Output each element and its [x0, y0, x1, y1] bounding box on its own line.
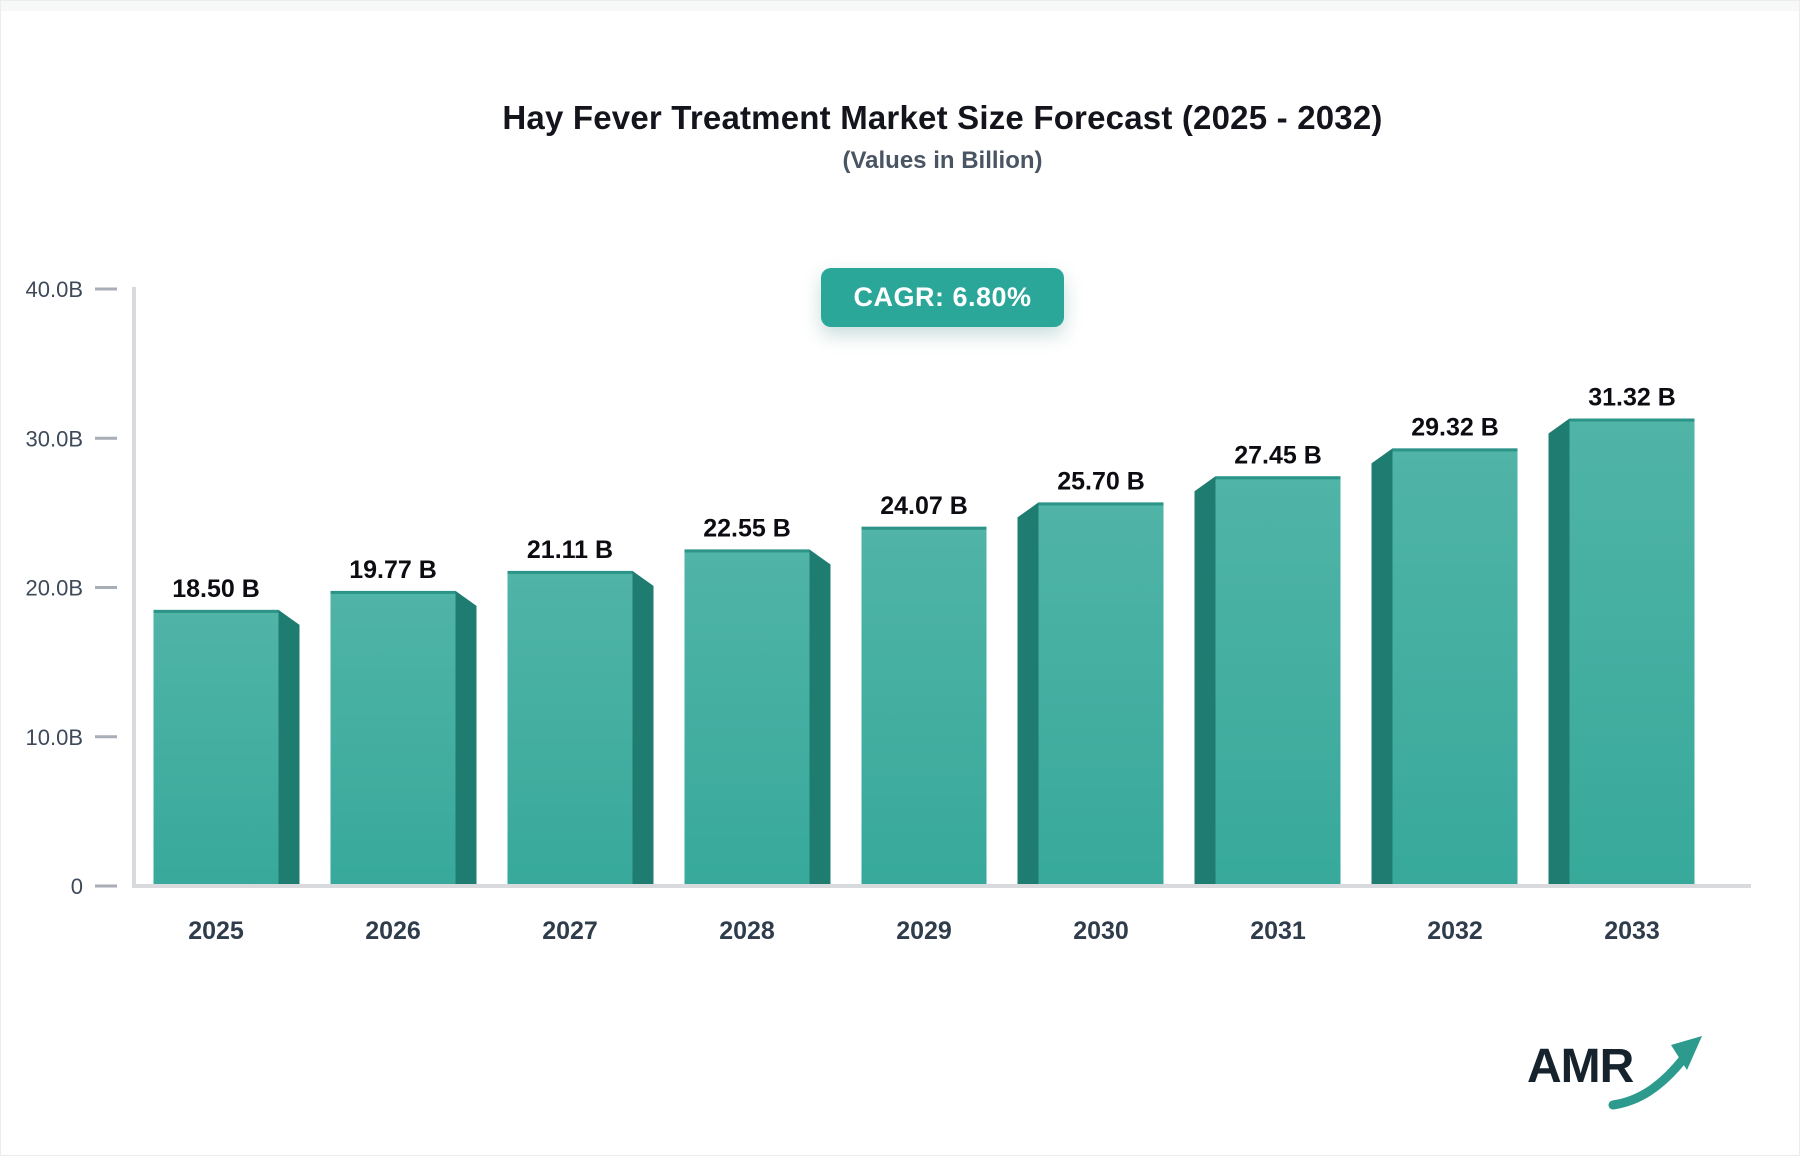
chart-header: Hay Fever Treatment Market Size Forecast…	[134, 1, 1751, 327]
y-tick-label-30: 30.0B	[26, 426, 84, 451]
x-tick-label-2033: 2033	[1604, 917, 1660, 945]
bar-2033-side	[1548, 418, 1570, 886]
x-tick-label-2032: 2032	[1427, 917, 1483, 945]
x-tick-label-2030: 2030	[1073, 917, 1129, 945]
bar-2029-top-edge	[861, 526, 987, 530]
cagr-badge: CAGR: 6.80%	[821, 268, 1064, 327]
bar-2030-top-edge	[1038, 502, 1164, 506]
x-tick-label-2031: 2031	[1250, 917, 1306, 945]
bar-2028-face	[684, 549, 810, 886]
y-tick-label-0: 0	[71, 874, 83, 899]
amr-logo: AMR	[1521, 1031, 1721, 1121]
bar-2028-side	[809, 549, 831, 886]
bar-2032-side	[1371, 448, 1393, 886]
y-tick-label-10: 10.0B	[26, 725, 84, 750]
x-tick-label-2026: 2026	[365, 917, 421, 945]
bar-2026-side	[455, 590, 477, 886]
bar-2032-face	[1392, 448, 1518, 886]
x-tick-label-2029: 2029	[896, 917, 952, 945]
bar-value-label-2025: 18.50 B	[172, 575, 260, 603]
x-tick-label-2025: 2025	[188, 917, 244, 945]
bar-2027-side	[632, 570, 654, 886]
y-tick-label-40: 40.0B	[26, 277, 84, 302]
trend-up-arrow-icon	[1608, 1036, 1702, 1110]
bar-value-label-2029: 24.07 B	[880, 492, 968, 520]
bar-2030-face	[1038, 502, 1164, 886]
bar-value-label-2032: 29.32 B	[1411, 413, 1499, 441]
bar-2032-top-edge	[1392, 448, 1518, 452]
bar-value-label-2028: 22.55 B	[703, 514, 791, 542]
bar-2028-top-edge	[684, 549, 810, 553]
bar-2033-face	[1569, 418, 1695, 886]
bar-2025-face	[153, 609, 279, 886]
x-tick-label-2027: 2027	[542, 917, 598, 945]
x-tick-label-2028: 2028	[719, 917, 775, 945]
chart-subtitle: (Values in Billion)	[842, 147, 1043, 174]
bar-2030-side	[1017, 502, 1039, 886]
amr-logo-text: AMR	[1527, 1040, 1634, 1093]
top-band	[1, 1, 1799, 11]
bar-2026-face	[330, 590, 456, 886]
y-tick-label-20: 20.0B	[26, 576, 84, 601]
bar-2029-face	[861, 526, 987, 886]
bar-2025-side	[278, 609, 300, 886]
bar-2025-top-edge	[153, 609, 279, 613]
y-axis-line	[132, 287, 136, 888]
bar-2033-top-edge	[1569, 418, 1695, 422]
x-axis-line	[132, 884, 1751, 888]
bar-2031-top-edge	[1215, 476, 1341, 480]
bar-value-label-2033: 31.32 B	[1588, 384, 1676, 412]
bar-value-label-2031: 27.45 B	[1234, 441, 1322, 469]
bar-2031-face	[1215, 476, 1341, 886]
bar-2027-top-edge	[507, 570, 633, 574]
bar-value-label-2026: 19.77 B	[349, 556, 437, 584]
bar-value-label-2030: 25.70 B	[1057, 467, 1145, 495]
bar-value-label-2027: 21.11 B	[527, 536, 613, 564]
bar-2031-side	[1194, 476, 1216, 886]
bar-2026-top-edge	[330, 590, 456, 594]
bar-2027-face	[507, 570, 633, 886]
chart-title: Hay Fever Treatment Market Size Forecast…	[502, 99, 1383, 136]
